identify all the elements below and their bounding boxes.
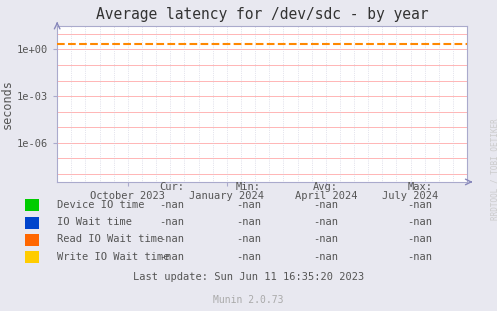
Text: Avg:: Avg: <box>313 182 338 192</box>
Text: Cur:: Cur: <box>159 182 184 192</box>
Text: Munin 2.0.73: Munin 2.0.73 <box>213 295 284 305</box>
Text: Min:: Min: <box>236 182 261 192</box>
Text: Device IO time: Device IO time <box>57 200 145 210</box>
Text: Max:: Max: <box>408 182 432 192</box>
Text: IO Wait time: IO Wait time <box>57 217 132 227</box>
Text: -nan: -nan <box>313 200 338 210</box>
Text: -nan: -nan <box>313 234 338 244</box>
Text: -nan: -nan <box>408 234 432 244</box>
Text: -nan: -nan <box>159 234 184 244</box>
Text: -nan: -nan <box>236 252 261 262</box>
Text: -nan: -nan <box>408 217 432 227</box>
Text: -nan: -nan <box>159 200 184 210</box>
Text: -nan: -nan <box>236 200 261 210</box>
Text: -nan: -nan <box>159 252 184 262</box>
Text: -nan: -nan <box>408 252 432 262</box>
Text: -nan: -nan <box>159 217 184 227</box>
Title: Average latency for /dev/sdc - by year: Average latency for /dev/sdc - by year <box>96 7 428 22</box>
Text: -nan: -nan <box>408 200 432 210</box>
Text: -nan: -nan <box>313 217 338 227</box>
Text: RRDTOOL / TOBI OETIKER: RRDTOOL / TOBI OETIKER <box>490 118 497 220</box>
Text: -nan: -nan <box>313 252 338 262</box>
Y-axis label: seconds: seconds <box>1 79 14 129</box>
Text: -nan: -nan <box>236 234 261 244</box>
Text: -nan: -nan <box>236 217 261 227</box>
Text: Write IO Wait time: Write IO Wait time <box>57 252 169 262</box>
Text: Last update: Sun Jun 11 16:35:20 2023: Last update: Sun Jun 11 16:35:20 2023 <box>133 272 364 282</box>
Text: Read IO Wait time: Read IO Wait time <box>57 234 164 244</box>
